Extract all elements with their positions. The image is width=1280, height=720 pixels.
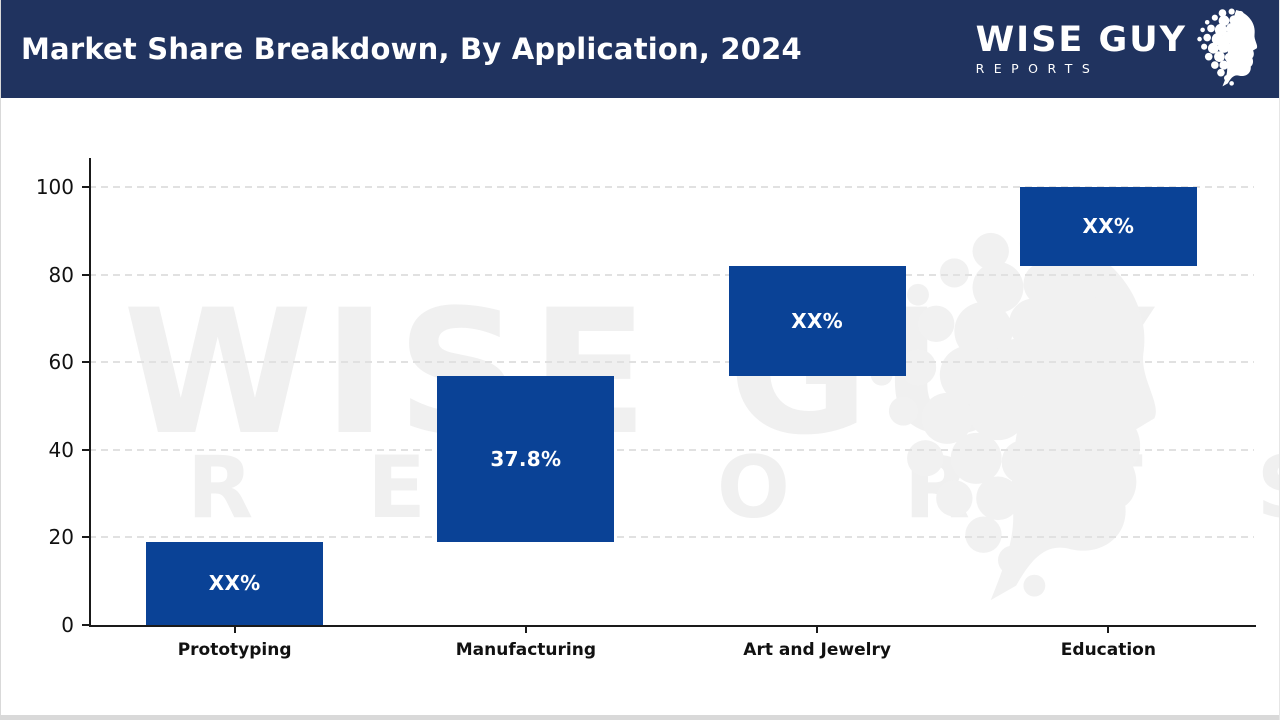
x-axis-label: Education (1060, 640, 1156, 660)
y-tick-label: 80 (48, 262, 74, 287)
page-title: Market Share Breakdown, By Application, … (21, 32, 802, 66)
gridline (89, 273, 1254, 276)
x-axis-tick (233, 627, 236, 633)
waterfall-bar: 37.8% (437, 376, 615, 542)
y-axis-tick (82, 624, 89, 626)
y-tick-label: 0 (61, 613, 74, 637)
x-axis-tick (524, 627, 527, 633)
bar-value-label: XX% (791, 309, 844, 334)
x-axis-label: Art and Jewelry (743, 640, 891, 660)
waterfall-bar: XX% (1019, 187, 1197, 266)
dotted-head-icon (1185, 7, 1263, 91)
bar-value-label: 37.8% (490, 446, 562, 471)
y-axis-line (89, 158, 91, 627)
y-axis-tick (82, 448, 89, 451)
y-tick-label: 60 (48, 350, 74, 375)
footer-divider (1, 715, 1279, 720)
y-axis-tick (82, 186, 89, 188)
y-tick-label: 40 (48, 437, 74, 462)
bar-value-label: XX% (1082, 214, 1135, 239)
logo-subtitle: REPORTS (975, 60, 1100, 76)
y-axis-tick (82, 361, 89, 364)
y-tick-label: 100 (35, 175, 74, 199)
x-axis-line (89, 625, 1256, 627)
logo-name: WISE GUY (975, 19, 1187, 60)
x-axis-label: Prototyping (177, 640, 292, 660)
gridline (89, 536, 1254, 539)
waterfall-bar: XX% (728, 265, 906, 377)
y-tick-label: 20 (48, 525, 74, 550)
bar-value-label: XX% (208, 571, 261, 596)
waterfall-bar: XX% (146, 541, 324, 625)
x-axis-label: Manufacturing (455, 640, 596, 660)
y-axis-tick (82, 536, 89, 539)
gridline (89, 448, 1254, 451)
x-axis-tick (1107, 627, 1110, 633)
y-axis-tick (82, 273, 89, 276)
x-axis-tick (816, 627, 819, 633)
logo-text: WISE GUY REPORTS (975, 19, 1187, 76)
wise-guy-reports-logo: WISE GUY REPORTS (976, 7, 1263, 91)
header-bar: Market Share Breakdown, By Application, … (1, 0, 1279, 98)
gridline (89, 186, 1254, 188)
gridline (89, 361, 1254, 364)
